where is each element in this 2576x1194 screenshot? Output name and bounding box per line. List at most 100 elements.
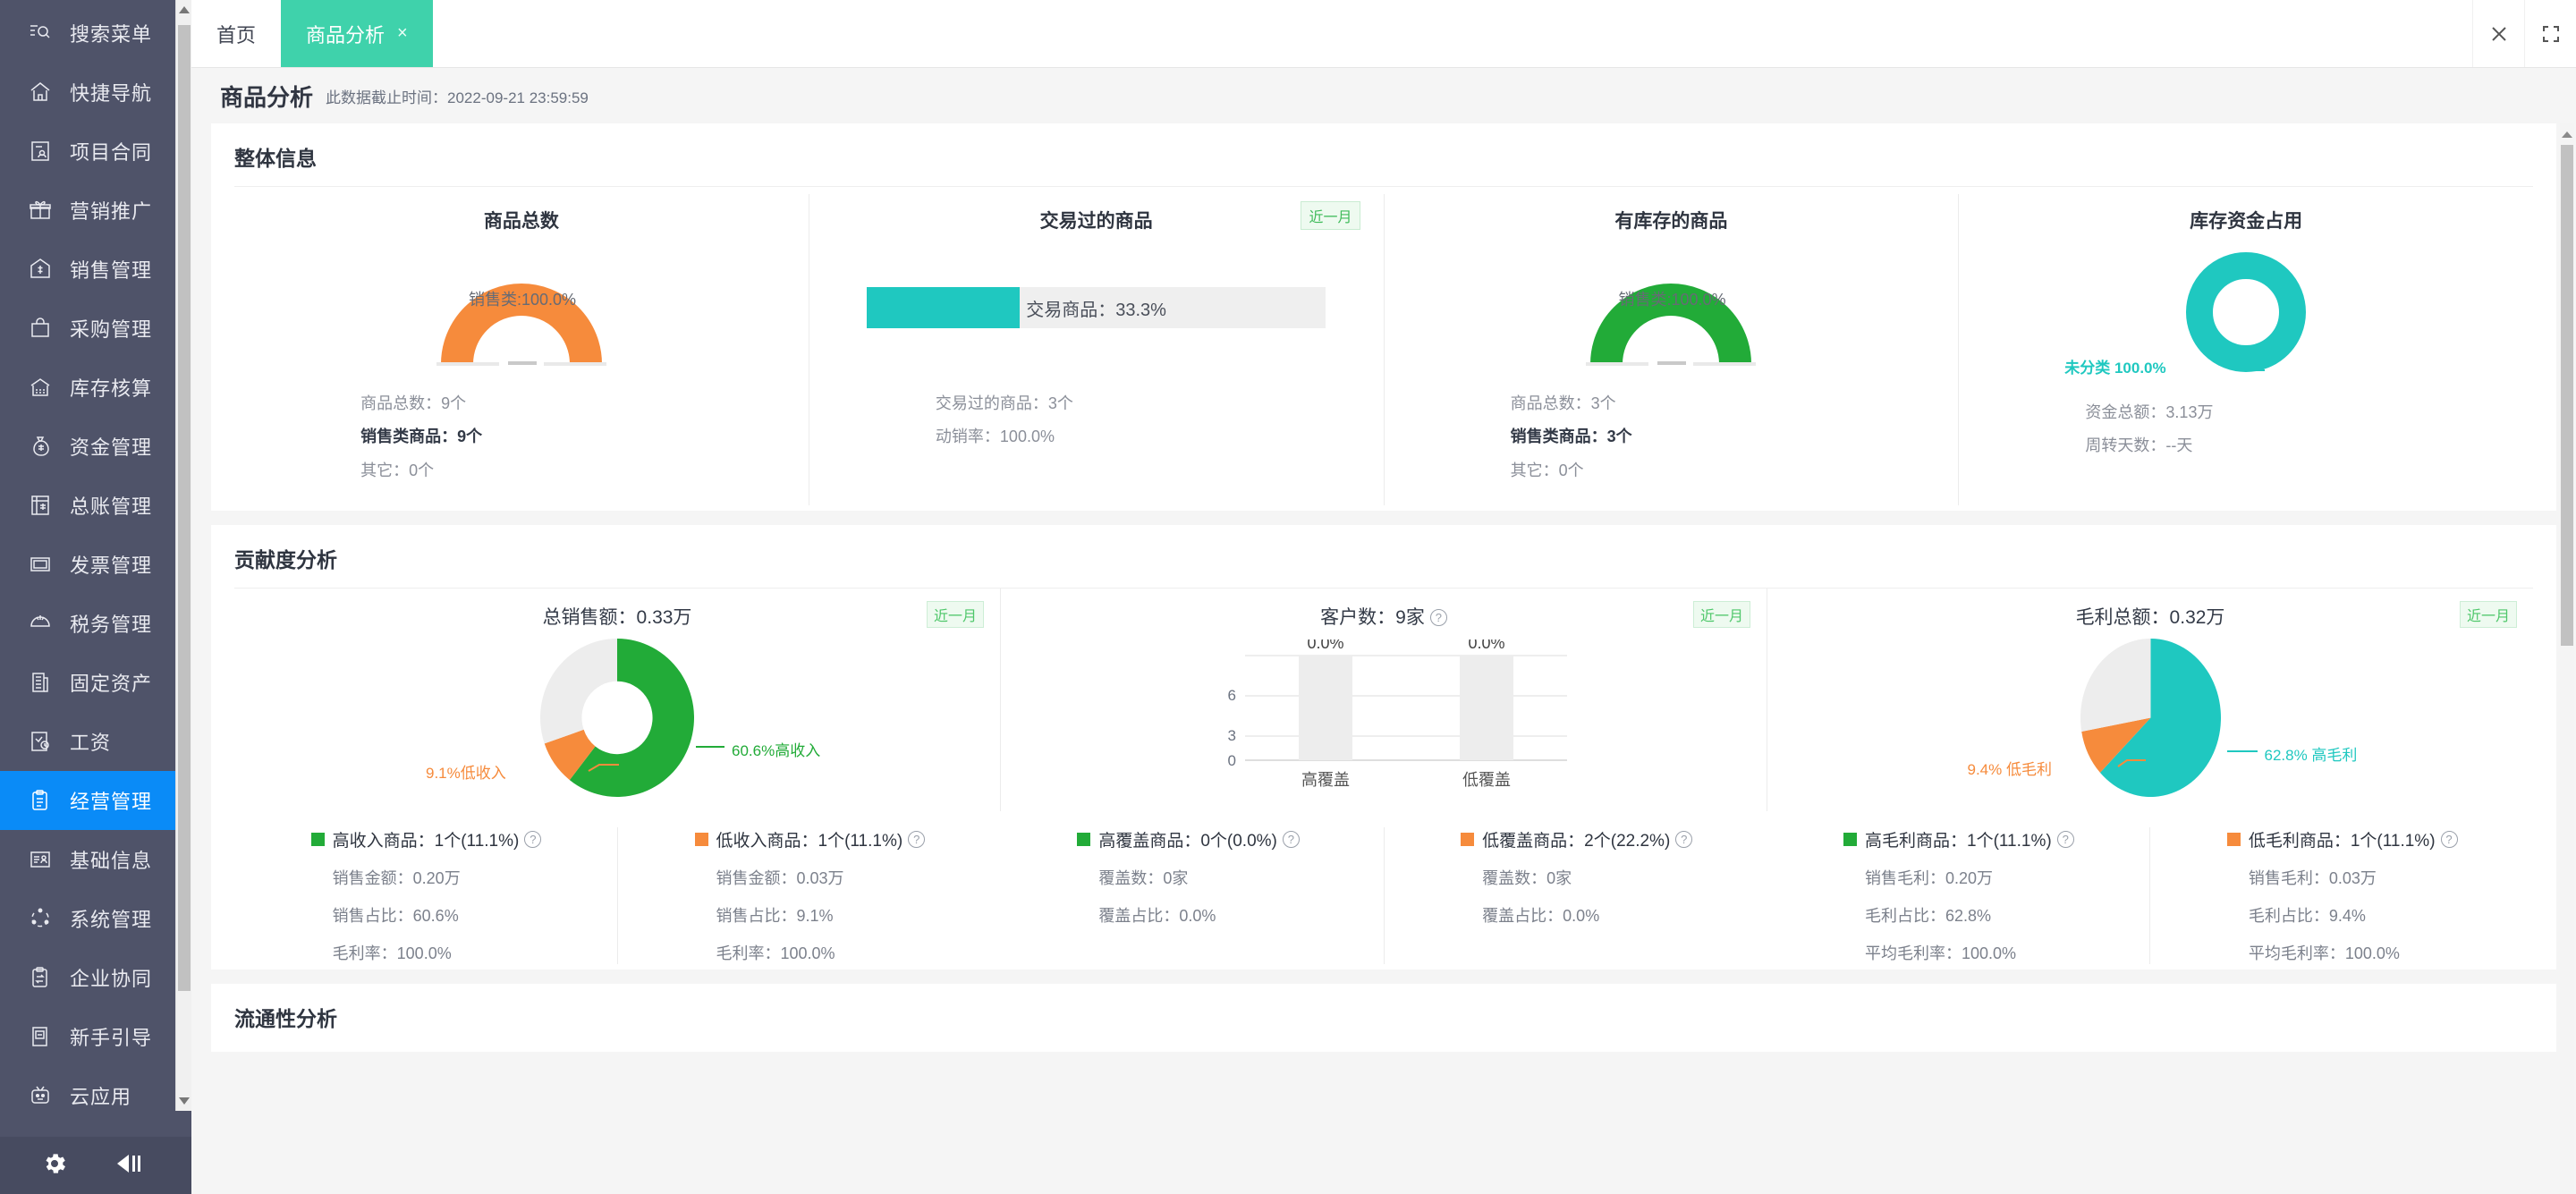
period-badge[interactable]: 近一月 [1301, 201, 1360, 230]
sidebar-item-4[interactable]: 销售管理 [0, 240, 191, 299]
sidebar-item-5[interactable]: 采购管理 [0, 299, 191, 358]
sidebar-item-8[interactable]: 总账管理 [0, 476, 191, 535]
tab-close-icon[interactable]: × [397, 23, 408, 43]
sidebar-item-label: 基础信息 [70, 850, 153, 872]
sidebar-footer [0, 1137, 191, 1194]
sidebar-item-label: 库存核算 [70, 377, 153, 400]
legend-line: 覆盖占比：0.0% [1482, 907, 1600, 926]
overall-stat: 交易过的商品：3个 [935, 394, 1073, 412]
sidebar-item-1[interactable]: 快捷导航 [0, 63, 191, 122]
sidebar-item-9[interactable]: 发票管理 [0, 535, 191, 594]
sales-icon [25, 254, 55, 284]
circulation-section-title: 流通性分析 [234, 1007, 337, 1031]
home-icon [25, 77, 55, 107]
sidebar-scroll-thumb[interactable] [178, 25, 191, 991]
sidebar-item-6[interactable]: 库存核算 [0, 358, 191, 417]
warehouse-icon [25, 372, 55, 402]
fullscreen-icon[interactable] [2524, 0, 2576, 67]
legend-swatch [310, 833, 325, 847]
pie-label-low: 9.4% 低毛利 [1967, 761, 2052, 779]
contribution-card-2: 近一月 毛利总额：0.32万 62.8% 高毛利 9.4% 低毛利 [1767, 589, 2533, 812]
period-badge[interactable]: 近一月 [926, 601, 984, 629]
overall-chart-2: 销售类:100.0% [1385, 241, 1959, 375]
overall-stat: 其它：0个 [1510, 461, 1584, 479]
sidebar-scrollbar[interactable] [175, 0, 191, 1111]
sidebar-item-7[interactable]: 资金管理 [0, 417, 191, 476]
svg-text:3: 3 [1228, 727, 1236, 744]
legend-title: 高收入商品：1个(11.1%)? [310, 827, 617, 851]
overall-card-title: 有库存的商品 [1614, 211, 1728, 232]
overall-card-stats: 商品总数：9个 销售类商品：9个 其它：0个 [234, 387, 809, 487]
tab-label: 商品分析 [306, 23, 386, 47]
legend-title: 高毛利商品：1个(11.1%)? [1843, 827, 2149, 851]
sidebar-item-14[interactable]: 基础信息 [0, 830, 191, 889]
legend-column: 低毛利商品：1个(11.1%)? 销售毛利：0.03万 毛利占比：9.4% 平均毛利率… [2149, 827, 2533, 965]
building-icon [25, 667, 55, 698]
legend-line: 销售金额：0.03万 [716, 869, 844, 888]
sidebar-item-18[interactable]: 云应用 [0, 1066, 191, 1125]
svg-text:0.0%: 0.0% [1468, 639, 1504, 652]
gear-icon[interactable] [41, 1150, 68, 1181]
close-icon[interactable] [2472, 0, 2524, 67]
tabbar-spacer [433, 0, 2472, 67]
sidebar-item-label: 资金管理 [70, 436, 153, 459]
sidebar-item-label: 采购管理 [70, 318, 153, 341]
sidebar-menu: 搜索菜单 快捷导航 项目合同营销推广销售管理采购管理库存核算资金管理总账管理发票管理… [0, 0, 191, 1137]
legend-line: 毛利占比：9.4% [2248, 907, 2366, 926]
help-icon[interactable]: ? [908, 831, 926, 849]
sidebar-item-11[interactable]: 固定资产 [0, 653, 191, 712]
sidebar-item-label: 云应用 [70, 1086, 132, 1108]
legend-line: 平均毛利率：100.0% [1865, 944, 2017, 963]
overall-card-stats: 资金总额：3.13万 周转天数：--天 [1959, 396, 2533, 463]
tab-0[interactable]: 首页 [191, 0, 281, 67]
page-body: 整体信息 商品总数 销售类:100.0% 商品总数：9个 销售类商品：9个 其它：0个近… [191, 123, 2576, 1194]
collapse-sidebar-icon[interactable] [114, 1152, 141, 1180]
overall-card-title: 交易过的商品 [1039, 211, 1153, 232]
legend-column: 低覆盖商品：2个(22.2%)? 覆盖数：0家 覆盖占比：0.0% [1383, 827, 1767, 965]
overall-card-title: 商品总数 [483, 211, 559, 232]
cloud-app-icon [25, 1080, 55, 1111]
help-icon[interactable]: ? [1429, 609, 1447, 627]
sidebar-item-12[interactable]: 工资 [0, 712, 191, 771]
contribution-charts-row: 近一月 总销售额：0.33万 60.6%高收入 9.1%低收入 近一月 客户数：9家? 6 3… [234, 589, 2533, 812]
sidebar-item-17[interactable]: 新手引导 [0, 1007, 191, 1066]
content-scroll-thumb[interactable] [2561, 145, 2573, 646]
sidebar-item-13[interactable]: 经营管理 [0, 771, 191, 830]
help-icon[interactable]: ? [2056, 831, 2074, 849]
tab-1[interactable]: 商品分析 × [281, 0, 433, 67]
period-badge[interactable]: 近一月 [2459, 601, 2517, 629]
collab-icon [25, 962, 55, 993]
contribution-title-text: 毛利总额：0.32万 [2075, 607, 2225, 629]
overall-info-card: 整体信息 商品总数 销售类:100.0% 商品总数：9个 销售类商品：9个 其它：0个近… [211, 123, 2556, 512]
svg-text:高覆盖: 高覆盖 [1301, 771, 1350, 789]
legend-title: 低毛利商品：1个(11.1%)? [2226, 827, 2533, 851]
legend-title-text: 高毛利商品：1个(11.1%) [1865, 832, 2052, 851]
sidebar-item-2[interactable]: 项目合同 [0, 122, 191, 181]
tax-icon [25, 608, 55, 639]
content-scrollbar[interactable] [2560, 123, 2574, 1194]
sidebar-scroll-down-icon[interactable] [176, 1091, 192, 1111]
sidebar-item-10[interactable]: 税务管理 [0, 594, 191, 653]
sidebar-item-label: 固定资产 [70, 673, 153, 695]
sidebar-scroll-up-icon[interactable] [176, 0, 192, 20]
sidebar-item-3[interactable]: 营销推广 [0, 181, 191, 240]
sidebar-item-label: 营销推广 [70, 200, 153, 223]
svg-text:6: 6 [1228, 687, 1236, 704]
content-scroll-up-icon[interactable] [2560, 125, 2574, 143]
sidebar-item-label: 发票管理 [70, 555, 153, 577]
overall-chart-3: 未分类 100.0% [1959, 241, 2533, 384]
overall-card-0: 商品总数销售类:100.0% 商品总数：9个 销售类商品：9个 其它：0个 [234, 194, 809, 505]
sidebar-item-16[interactable]: 企业协同 [0, 948, 191, 1007]
guide-icon [25, 1021, 55, 1052]
clipboard-icon [25, 785, 55, 816]
period-badge[interactable]: 近一月 [1692, 601, 1750, 629]
help-icon[interactable]: ? [1282, 831, 1300, 849]
sidebar-item-15[interactable]: 系统管理 [0, 889, 191, 948]
gauge-label: 销售类:100.0% [469, 291, 577, 309]
overall-card-title: 库存资金占用 [2190, 211, 2303, 232]
help-icon[interactable]: ? [2440, 831, 2458, 849]
sidebar-item-0[interactable]: 搜索菜单 [0, 4, 191, 63]
help-icon[interactable]: ? [524, 831, 542, 849]
help-icon[interactable]: ? [1675, 831, 1693, 849]
transaction-progress-bar: 交易商品：33.3% [866, 287, 1326, 328]
